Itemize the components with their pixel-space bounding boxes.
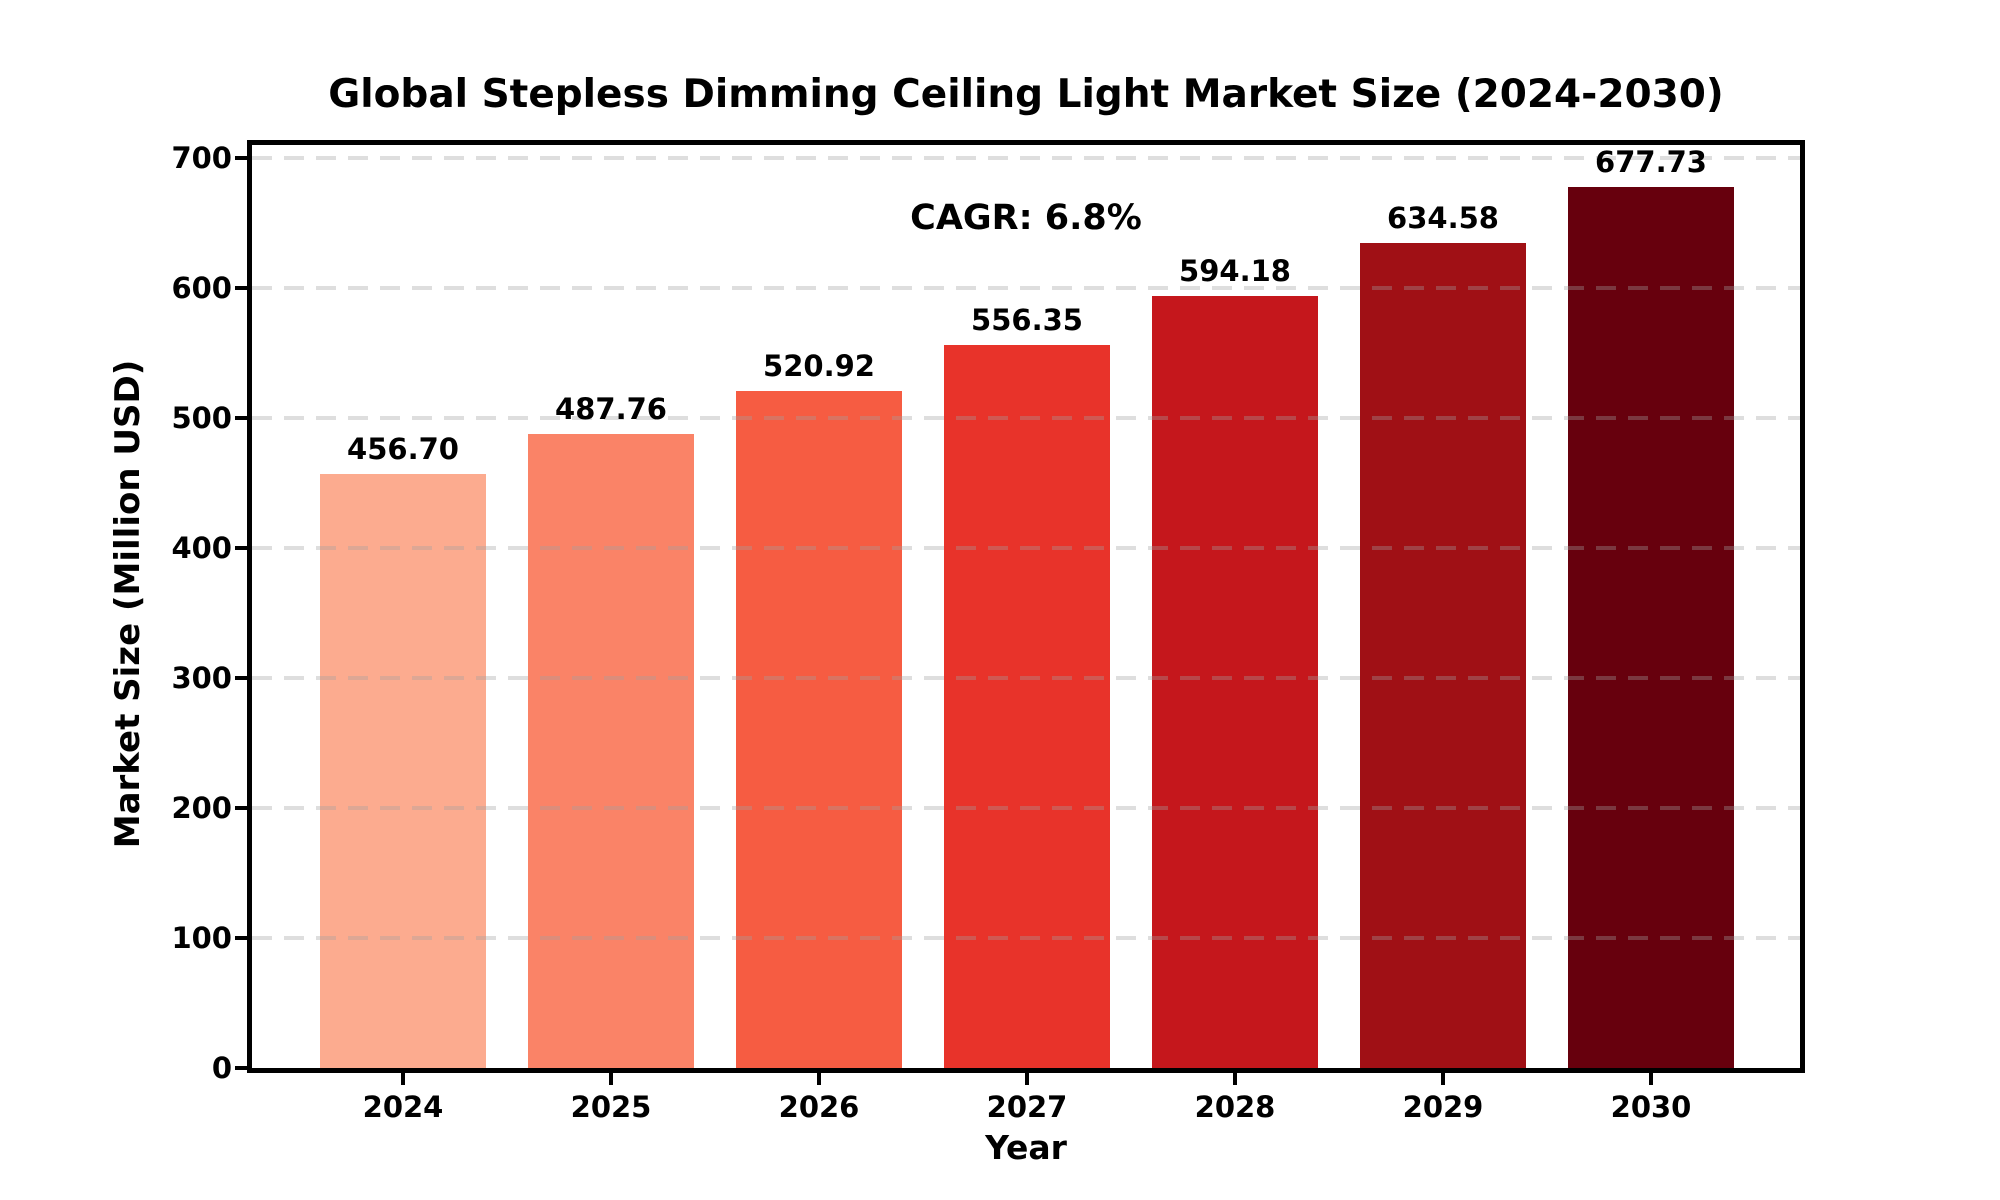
x-tick-mark-2030 (1649, 1073, 1653, 1085)
gridline-y-100 (252, 936, 1800, 940)
x-tick-label-2024: 2024 (362, 1090, 444, 1124)
gridline-y-500 (252, 416, 1800, 420)
x-tick-label-2029: 2029 (1402, 1090, 1484, 1124)
x-tick-label-2025: 2025 (570, 1090, 652, 1124)
bar-value-label-2029: 634.58 (1387, 201, 1499, 236)
gridline-y-700 (252, 156, 1800, 160)
x-tick-mark-2028 (1233, 1073, 1237, 1085)
x-axis-title: Year (985, 1128, 1067, 1167)
y-tick-label-600: 600 (171, 271, 232, 305)
y-tick-mark-100 (235, 936, 247, 940)
x-tick-label-2027: 2027 (986, 1090, 1068, 1124)
x-tick-mark-2024 (401, 1073, 405, 1085)
bar-2028 (1152, 295, 1318, 1068)
bar-value-label-2025: 487.76 (555, 391, 667, 426)
x-tick-mark-2025 (609, 1073, 613, 1085)
y-tick-label-200: 200 (171, 791, 232, 825)
x-tick-mark-2027 (1025, 1073, 1029, 1085)
bar-2025 (528, 433, 694, 1068)
gridline-y-300 (252, 676, 1800, 680)
bar-value-label-2030: 677.73 (1595, 144, 1707, 179)
x-tick-mark-2026 (817, 1073, 821, 1085)
cagr-annotation: CAGR: 6.8% (910, 198, 1142, 238)
x-tick-mark-2029 (1441, 1073, 1445, 1085)
y-tick-label-300: 300 (171, 661, 232, 695)
y-tick-label-700: 700 (171, 141, 232, 175)
y-tick-mark-700 (235, 156, 247, 160)
bar-2030 (1568, 186, 1734, 1068)
bar-2024 (320, 474, 486, 1068)
y-tick-mark-0 (235, 1066, 247, 1070)
y-tick-mark-200 (235, 806, 247, 810)
y-tick-mark-500 (235, 416, 247, 420)
bar-2029 (1360, 243, 1526, 1068)
bar-value-label-2026: 520.92 (763, 348, 875, 383)
x-tick-label-2030: 2030 (1610, 1090, 1692, 1124)
plot-area: 456.70 487.76 520.92 556.35 594.18 634.58 677.… (235, 140, 1805, 1085)
y-tick-label-0: 0 (211, 1051, 232, 1085)
gridline-y-200 (252, 806, 1800, 810)
x-tick-label-2026: 2026 (778, 1090, 860, 1124)
gridline-y-400 (252, 546, 1800, 550)
gridline-y-600 (252, 286, 1800, 290)
y-tick-mark-300 (235, 676, 247, 680)
bar-value-label-2024: 456.70 (347, 432, 459, 467)
bar-value-label-2027: 556.35 (971, 302, 1083, 337)
y-tick-label-400: 400 (171, 531, 232, 565)
x-tick-label-2028: 2028 (1194, 1090, 1276, 1124)
chart-title: Global Stepless Dimming Ceiling Light Ma… (328, 72, 1724, 117)
y-tick-label-500: 500 (171, 401, 232, 435)
bar-2026 (736, 390, 902, 1068)
y-tick-mark-400 (235, 546, 247, 550)
bar-2027 (944, 344, 1110, 1068)
y-tick-label-100: 100 (171, 921, 232, 955)
y-tick-mark-600 (235, 286, 247, 290)
y-axis-title: Market Size (Million USD) (108, 359, 148, 849)
bar-value-label-2028: 594.18 (1179, 253, 1291, 288)
